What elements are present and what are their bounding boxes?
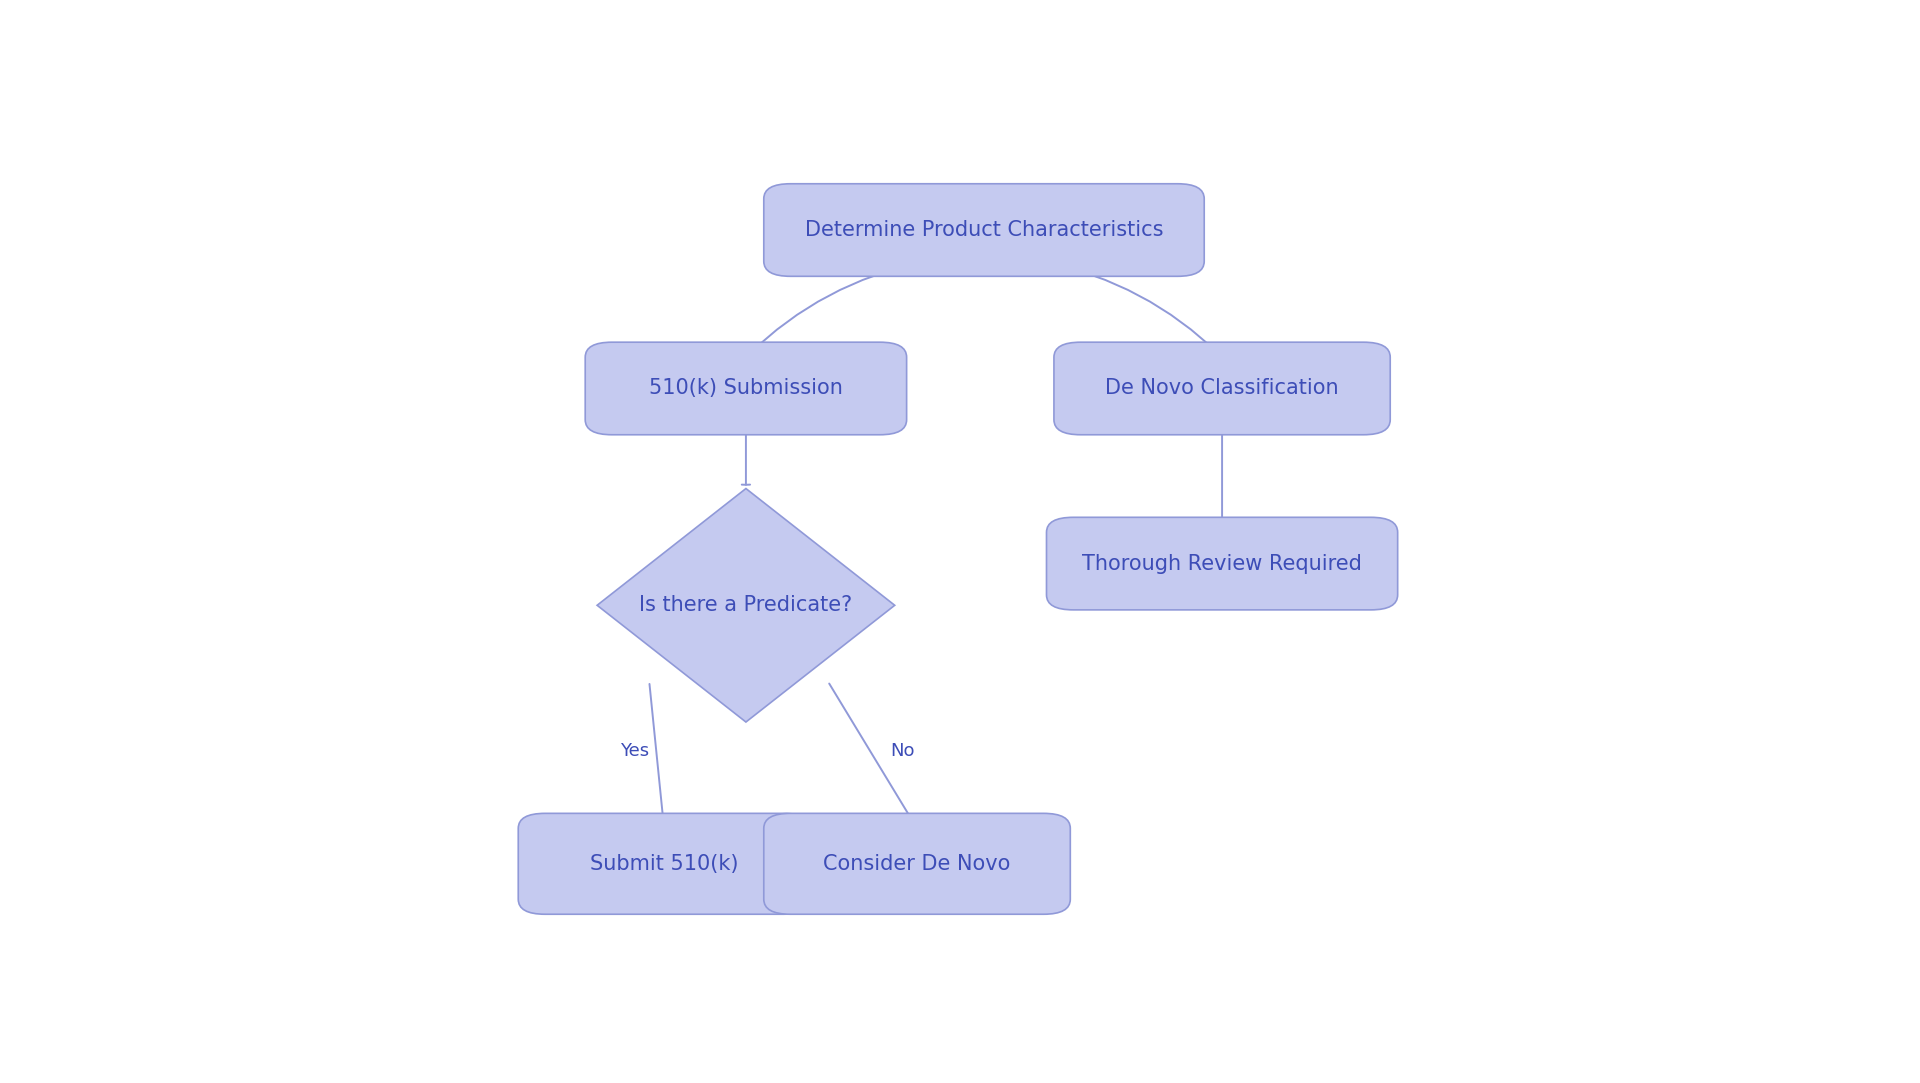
FancyBboxPatch shape <box>764 184 1204 276</box>
Text: 510(k) Submission: 510(k) Submission <box>649 378 843 399</box>
Text: Determine Product Characteristics: Determine Product Characteristics <box>804 220 1164 240</box>
FancyBboxPatch shape <box>764 813 1069 914</box>
Text: Thorough Review Required: Thorough Review Required <box>1083 553 1361 574</box>
FancyBboxPatch shape <box>1054 342 1390 434</box>
Text: No: No <box>889 742 914 760</box>
Text: Submit 510(k): Submit 510(k) <box>589 853 739 874</box>
FancyBboxPatch shape <box>518 813 810 914</box>
Polygon shape <box>597 488 895 722</box>
FancyBboxPatch shape <box>586 342 906 434</box>
Text: Is there a Predicate?: Is there a Predicate? <box>639 596 852 615</box>
Text: Yes: Yes <box>620 742 649 760</box>
FancyBboxPatch shape <box>1046 518 1398 610</box>
Text: De Novo Classification: De Novo Classification <box>1106 378 1338 399</box>
Text: Consider De Novo: Consider De Novo <box>824 853 1010 874</box>
